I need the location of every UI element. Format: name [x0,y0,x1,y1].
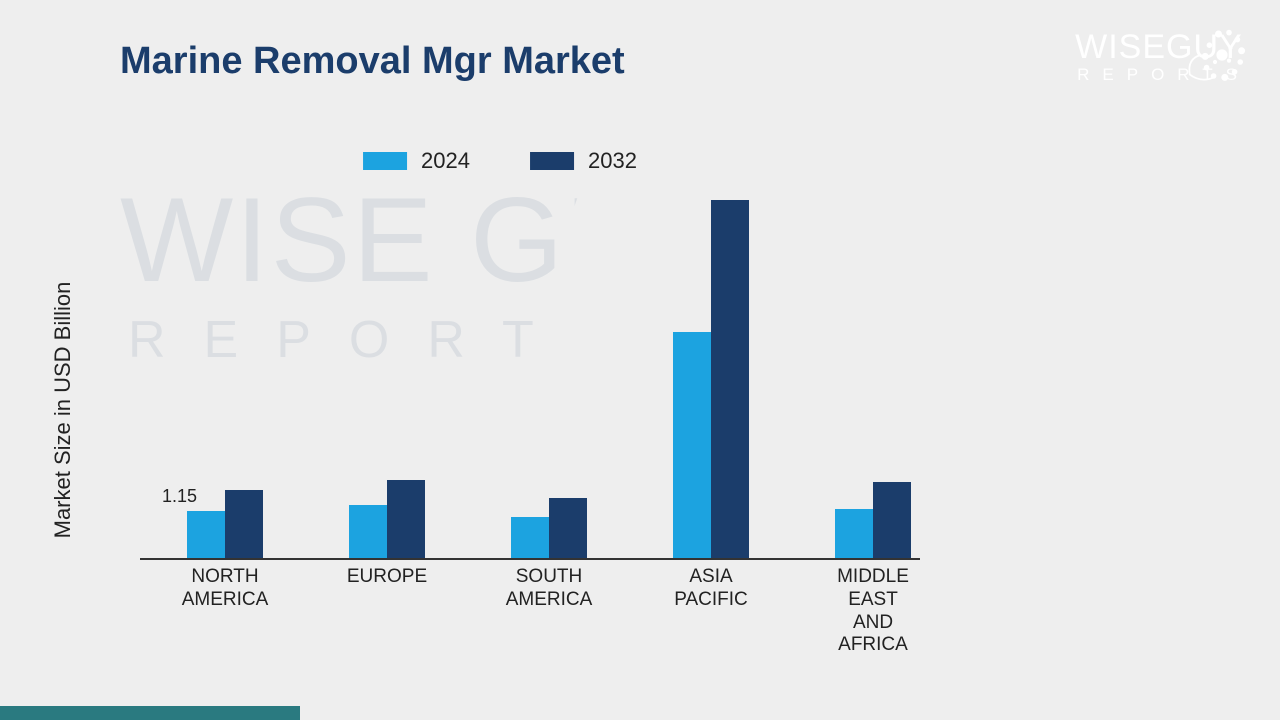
bar-group [828,482,918,558]
x-axis-category-label: NORTHAMERICA [165,566,285,612]
bar [187,511,225,558]
bar [673,332,711,558]
chart-title: Marine Removal Mgr Market [120,40,625,83]
bar-value-label: 1.15 [162,486,197,507]
legend-swatch-2024 [363,152,407,170]
bar-group [342,480,432,558]
chart: Market Size in USD Billion 2024 2032 1.1… [60,130,940,680]
bar [873,482,911,558]
bar [387,480,425,558]
x-axis-labels: NORTHAMERICA EUROPE SOUTHAMERICA ASIAPACIFI… [140,566,920,676]
legend-item-2024: 2024 [363,148,470,174]
bar-group [504,498,594,558]
brand-word-wise: WISE [1075,28,1166,66]
bar [711,200,749,558]
bar [511,517,549,558]
x-axis-category-label: EUROPE [327,566,447,589]
bar [835,509,873,558]
bar [549,498,587,558]
legend-label-2032: 2032 [588,148,637,174]
legend-label-2024: 2024 [421,148,470,174]
legend-item-2032: 2032 [530,148,637,174]
bottom-accent-strip [0,706,300,720]
brand-head-icon [1180,20,1250,90]
bar-group [666,200,756,558]
bar [349,505,387,558]
legend: 2024 2032 [363,148,637,174]
x-axis-category-label: ASIAPACIFIC [651,566,771,612]
bar [225,490,263,558]
x-axis-category-label: SOUTHAMERICA [489,566,609,612]
x-axis-category-label: MIDDLEEASTANDAFRICA [813,566,933,657]
legend-swatch-2032 [530,152,574,170]
bar-group: 1.15 [180,490,270,558]
y-axis-label: Market Size in USD Billion [50,282,76,539]
plot-area: 1.15 [140,190,920,560]
